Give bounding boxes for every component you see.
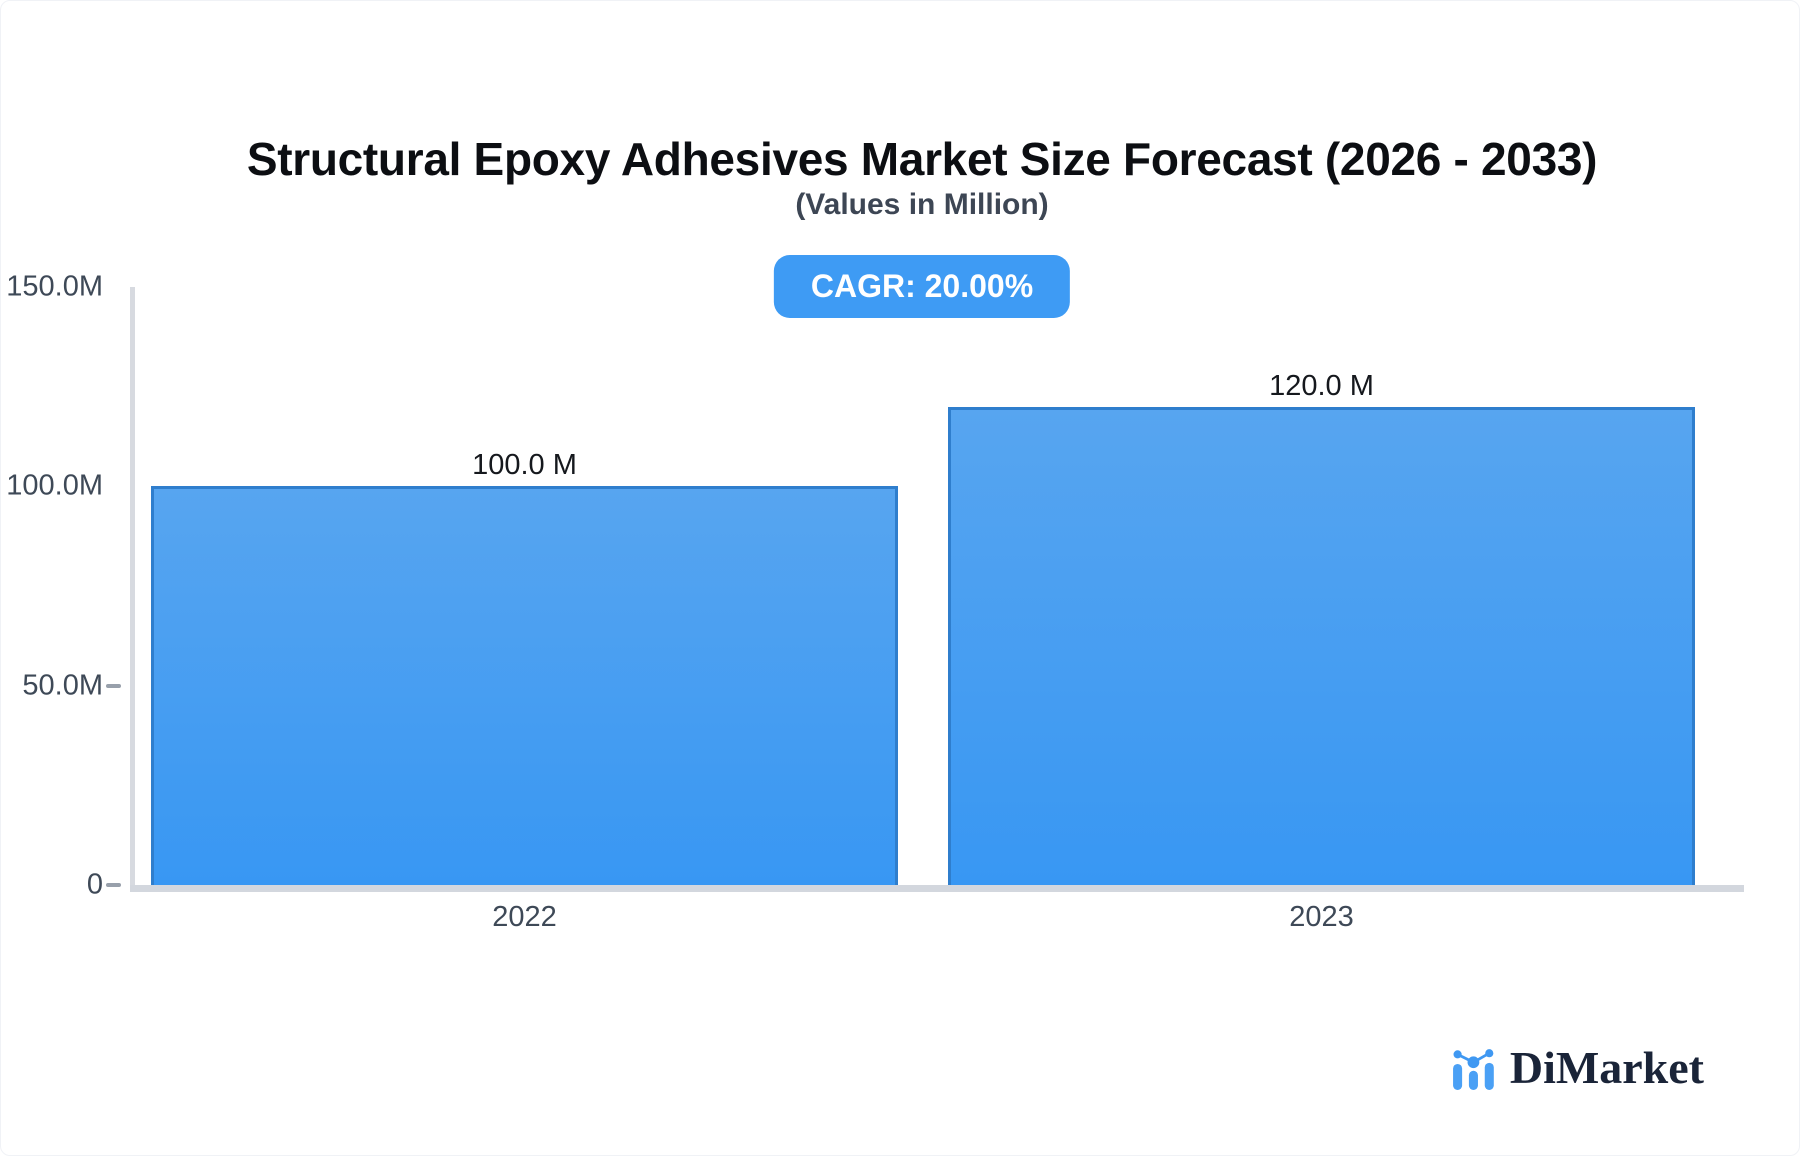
y-tick-mark <box>106 683 121 688</box>
x-axis-label: 2022 <box>492 901 557 933</box>
y-tick-label: 100.0M <box>6 469 103 502</box>
x-axis-line <box>130 885 1744 892</box>
bar-2023 <box>948 406 1695 885</box>
bar-chart-logo-icon <box>1452 1048 1494 1090</box>
y-tick-mark <box>106 883 121 887</box>
cagr-badge: CAGR: 20.00% <box>773 255 1071 318</box>
y-tick-label: 0 <box>86 868 103 901</box>
brand-name: DiMarket <box>1509 1042 1704 1093</box>
bar-value-label: 100.0 M <box>472 449 577 482</box>
chart-subtitle: (Values in Million) <box>795 187 1049 221</box>
y-tick-label: 150.0M <box>6 270 103 303</box>
x-axis-label: 2023 <box>1289 901 1354 933</box>
y-tick-label: 50.0M <box>22 669 103 702</box>
chart-title: Structural Epoxy Adhesives Market Size F… <box>246 132 1598 185</box>
y-axis-line <box>130 287 135 885</box>
bar-2022 <box>151 486 898 885</box>
brand-logo: DiMarket <box>1451 1045 1704 1091</box>
bar-value-label: 120.0 M <box>1269 369 1374 402</box>
